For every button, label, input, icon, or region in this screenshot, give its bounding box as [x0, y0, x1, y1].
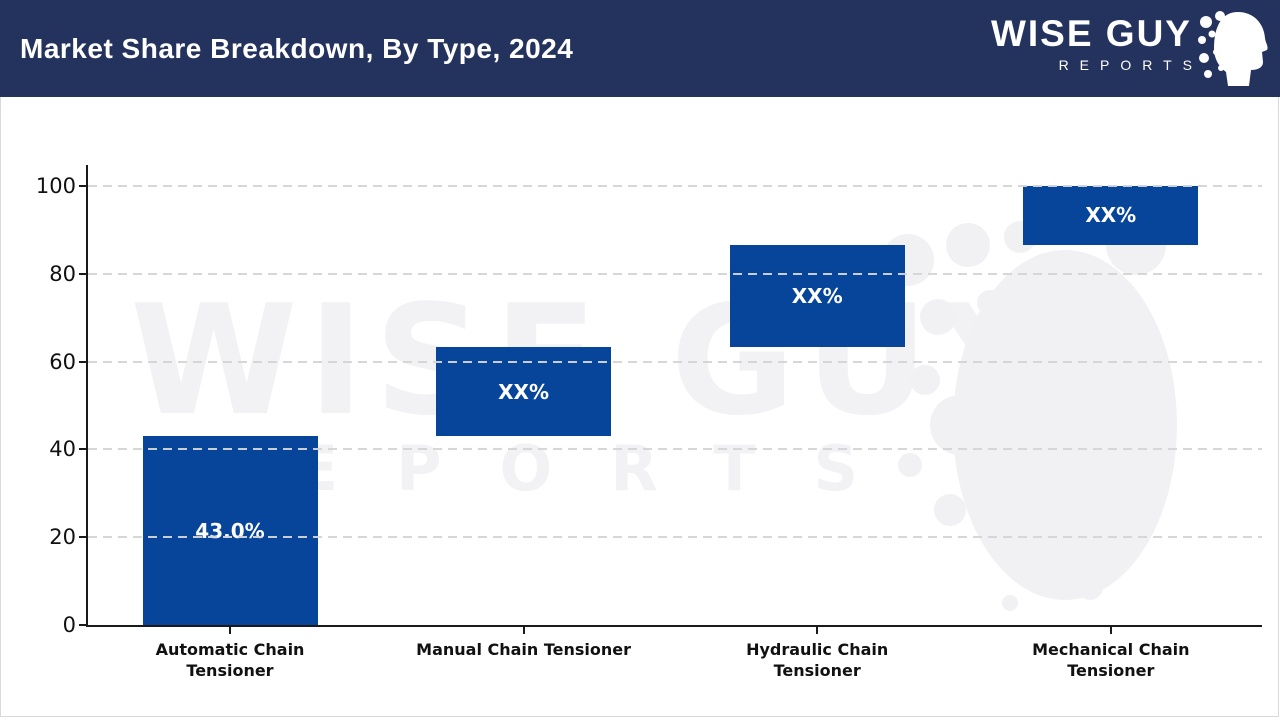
waterfall-bar: XX%: [1023, 186, 1199, 245]
y-gridline: [88, 448, 1262, 451]
x-tick-mark: [522, 627, 525, 634]
brand-face-profile-dots-icon: [1198, 11, 1268, 86]
y-gridline: [88, 536, 1262, 539]
x-axis-line: [86, 625, 1262, 627]
chart-plot-area: 0 20 40 60 80 100 43.0% Automatic Chain Tension…: [36, 165, 1262, 680]
y-tick-mark: [79, 624, 86, 626]
x-tick-mark: [816, 627, 819, 634]
y-tick-label: 100: [35, 174, 76, 198]
y-tick-label: 20: [49, 525, 76, 550]
bar-value-label: 43.0%: [195, 518, 265, 543]
bar-value-label: XX%: [791, 283, 843, 308]
y-tick-mark: [79, 536, 86, 539]
y-tick-label: 80: [49, 261, 76, 286]
brand-logo-subtext: REPORTS: [1058, 57, 1203, 73]
header: Market Share Breakdown, By Type, 2024 WI…: [0, 0, 1280, 97]
y-tick-mark: [79, 185, 86, 187]
waterfall-bar: 43.0%: [142, 436, 318, 625]
brand-logo-text: WISE GUY: [990, 13, 1192, 54]
y-gridline: [88, 272, 1262, 275]
y-gridline: [88, 185, 1262, 187]
y-tick-label: 0: [62, 613, 76, 637]
y-tick-mark: [79, 272, 86, 275]
y-gridline: [88, 360, 1262, 363]
x-tick-mark: [1109, 627, 1112, 634]
y-tick-mark: [79, 448, 86, 451]
y-tick-label: 60: [49, 349, 76, 374]
x-category-label: Hydraulic Chain Tensioner: [746, 640, 889, 680]
y-axis-line: [86, 165, 88, 627]
x-category-label: Manual Chain Tensioner: [416, 640, 632, 659]
y-tick-label: 40: [49, 437, 76, 462]
waterfall-bar: XX%: [729, 244, 905, 348]
x-category-label: Automatic Chain Tensioner: [155, 640, 305, 680]
brand-logo: WISE GUY REPORTS: [990, 13, 1192, 74]
bar-value-label: XX%: [1085, 203, 1137, 228]
bar-value-label: XX%: [498, 379, 550, 404]
x-tick-mark: [229, 627, 231, 634]
page-title: Market Share Breakdown, By Type, 2024: [20, 32, 574, 64]
x-category-label: Mechanical Chain Tensioner: [1032, 640, 1190, 680]
y-tick-mark: [79, 360, 86, 363]
